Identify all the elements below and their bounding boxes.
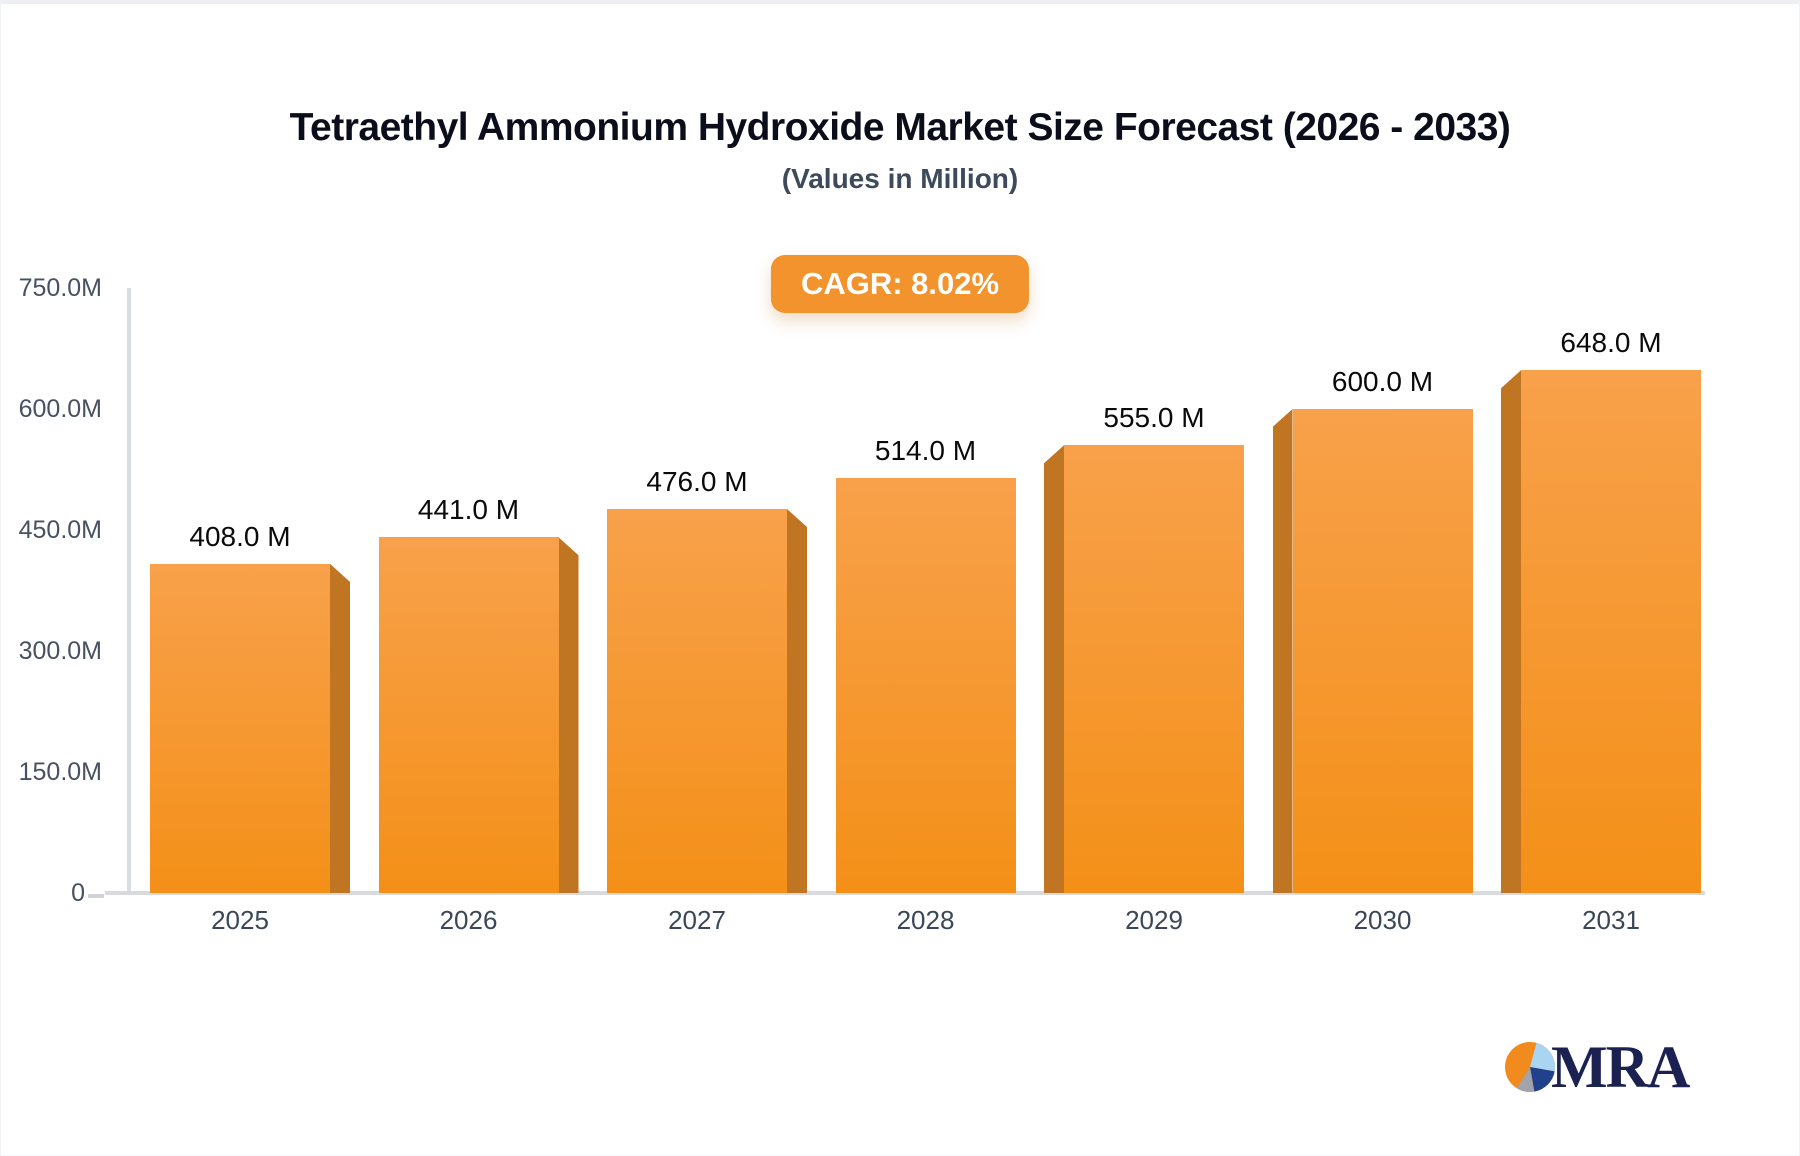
- y-axis-tick-label: 600.0M: [18, 395, 102, 423]
- y-axis-tick-label: 450.0M: [18, 516, 102, 544]
- bar-value-label: 476.0 M: [646, 466, 748, 498]
- bar-value-label: 555.0 M: [1103, 402, 1205, 434]
- x-axis-baseline: [105, 891, 1705, 895]
- chart-title: Tetraethyl Ammonium Hydroxide Market Siz…: [289, 106, 1511, 149]
- y-axis-tick-label: 150.0M: [18, 758, 102, 786]
- mra-logo: MRA: [1503, 1034, 1690, 1100]
- bar-value-label: 441.0 M: [417, 494, 520, 526]
- bar-2031[interactable]: [1521, 370, 1701, 893]
- bar-side-face: [1272, 409, 1293, 893]
- mra-logo-text: MRA: [1551, 1034, 1690, 1100]
- y-axis-zero-tick: [88, 894, 104, 898]
- x-axis-category-label: 2025: [211, 905, 269, 935]
- bar-2026[interactable]: [378, 537, 559, 893]
- y-axis-line: [127, 288, 131, 893]
- pie-slice-lightblue: [1530, 1042, 1555, 1072]
- bar-side-face: [330, 563, 350, 893]
- bar-2029[interactable]: [1064, 445, 1244, 893]
- x-axis-category-label: 2031: [1582, 905, 1640, 935]
- y-axis-tick-label: 750.0M: [18, 274, 102, 302]
- bar-2028[interactable]: [835, 478, 1016, 893]
- cagr-badge: CAGR: 8.02%: [770, 255, 1030, 313]
- x-axis-category-label: 2030: [1353, 905, 1412, 935]
- x-axis-category-label: 2028: [896, 905, 955, 935]
- bar-2025[interactable]: [150, 563, 330, 893]
- mra-logo-pie-icon: [1505, 1042, 1555, 1092]
- bar-value-label: 600.0 M: [1331, 366, 1434, 397]
- bar-side-face: [1044, 445, 1064, 893]
- x-axis-category-label: 2029: [1125, 905, 1183, 935]
- y-axis-tick-label: 300.0M: [18, 637, 102, 665]
- bar-side-face: [787, 509, 807, 893]
- bar-2027[interactable]: [607, 509, 787, 893]
- bar-value-label: 408.0 M: [189, 520, 291, 552]
- x-axis-category-label: 2026: [439, 905, 498, 935]
- pie-slice-gray: [1516, 1067, 1535, 1092]
- bar-2030[interactable]: [1292, 409, 1473, 893]
- bar-side-face: [1501, 370, 1521, 893]
- pie-slice-navy: [1530, 1067, 1555, 1092]
- bar-side-face: [558, 537, 579, 893]
- chart-subtitle: (Values in Million): [781, 163, 1019, 194]
- bar-value-label: 648.0 M: [1560, 327, 1662, 359]
- y-axis-tick-label: 0: [71, 879, 85, 907]
- bar-value-label: 514.0 M: [874, 435, 977, 467]
- x-axis-category-label: 2027: [668, 905, 726, 935]
